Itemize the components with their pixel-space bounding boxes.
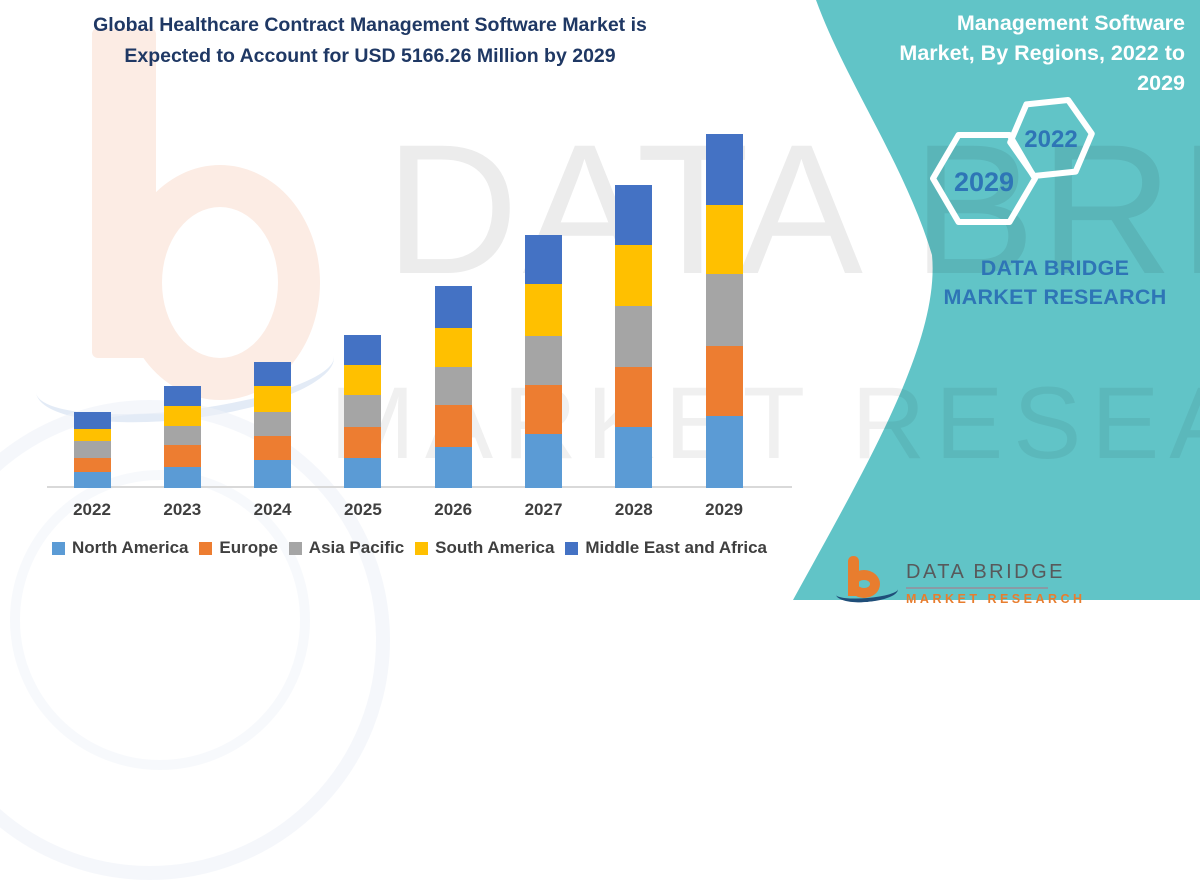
legend-swatch-south-america	[415, 541, 429, 555]
legend-label-south-america: South America	[435, 538, 555, 557]
hexagon-2022-icon	[1007, 97, 1095, 179]
bar-segment-asia-pacific	[344, 395, 382, 427]
bar-segment-middle-east-and-africa	[525, 235, 562, 285]
bar-segment-north-america	[434, 446, 472, 488]
bar-segment-middle-east-and-africa	[163, 385, 201, 407]
bar-segment-asia-pacific	[73, 441, 111, 458]
bar-segment-south-america	[344, 365, 382, 396]
x-axis-label-2028: 2028	[614, 500, 653, 519]
legend-swatch-north-america	[52, 541, 65, 555]
footer-brand-subtext: MARKET RESEARCH	[906, 592, 1086, 606]
bar-segment-north-america	[344, 458, 382, 488]
panel-brand-caption: DATA BRIDGE MARKET RESEARCH	[943, 256, 1167, 309]
bar-segment-middle-east-and-africa	[615, 185, 653, 246]
bar-segment-south-america	[525, 284, 562, 337]
legend-swatch-middle-east-and-africa	[565, 541, 579, 555]
bar-segment-south-america	[615, 245, 653, 307]
bar-segment-north-america	[254, 459, 292, 488]
legend-label-europe: Europe	[219, 538, 278, 557]
legend-item-north-america: North America	[52, 538, 189, 558]
bar-segment-north-america	[615, 427, 653, 488]
footer-brand-underline	[906, 587, 1048, 589]
footer-logo: DATA BRIDGE MARKET RESEARCH	[835, 552, 1096, 612]
legend-label-middle-east-and-africa: Middle East and Africa	[585, 538, 767, 557]
legend-swatch-europe	[199, 541, 213, 555]
bar-2025	[344, 334, 382, 488]
bar-segment-south-america	[163, 406, 201, 426]
bar-segment-europe	[73, 457, 111, 473]
bar-segment-europe	[344, 426, 382, 459]
bar-segment-middle-east-and-africa	[344, 334, 382, 366]
bar-segment-europe	[163, 445, 201, 468]
x-axis-label-2024: 2024	[253, 500, 292, 519]
bar-segment-south-america	[254, 385, 292, 413]
bar-segment-asia-pacific	[705, 274, 743, 347]
teal-side-panel	[793, 0, 1200, 600]
x-axis-label-2023: 2023	[163, 500, 202, 519]
bar-segment-europe	[254, 435, 292, 460]
bar-2022	[73, 411, 111, 488]
bar-segment-europe	[525, 385, 562, 434]
chart-legend: North America Europe Asia Pacific South Ame…	[52, 538, 767, 558]
panel-heading: Management Software Market, By Regions, …	[899, 11, 1185, 95]
legend-label-asia-pacific: Asia Pacific	[308, 538, 405, 557]
bar-segment-europe	[705, 346, 743, 417]
legend-label-north-america: North America	[72, 538, 189, 557]
legend-item-europe: Europe	[199, 538, 278, 558]
bar-2027	[525, 235, 562, 488]
bar-segment-middle-east-and-africa	[705, 134, 743, 205]
hexagon-year-2022: 2022	[1024, 126, 1078, 153]
x-axis-label-2027: 2027	[524, 500, 563, 519]
bar-2029	[705, 134, 743, 488]
bar-segment-middle-east-and-africa	[434, 285, 472, 328]
bar-segment-middle-east-and-africa	[73, 411, 111, 429]
bar-segment-south-america	[705, 204, 743, 275]
footer-brand-text: DATA BRIDGE	[906, 561, 1066, 583]
bar-segment-europe	[615, 367, 653, 427]
bar-segment-europe	[434, 405, 472, 447]
bar-2026	[434, 285, 472, 488]
bar-segment-north-america	[73, 472, 111, 488]
bar-2028	[615, 185, 653, 488]
bar-segment-asia-pacific	[163, 425, 201, 446]
bar-segment-north-america	[705, 416, 743, 488]
bar-segment-south-america	[73, 428, 111, 442]
bar-2023	[163, 385, 201, 488]
bar-segment-asia-pacific	[254, 412, 292, 436]
legend-item-south-america: South America	[415, 538, 554, 558]
x-axis-label-2029: 2029	[705, 500, 743, 519]
legend-swatch-asia-pacific	[288, 541, 302, 555]
bar-segment-south-america	[434, 327, 472, 367]
x-axis-label-2026: 2026	[434, 500, 473, 519]
bar-segment-asia-pacific	[525, 336, 562, 386]
legend-item-asia-pacific: Asia Pacific	[288, 538, 405, 558]
x-axis-label-2022: 2022	[73, 500, 111, 519]
hexagons-graphic	[930, 97, 1095, 225]
logo-b-bowl-icon	[848, 570, 880, 598]
bar-segment-north-america	[163, 467, 201, 488]
x-axis-line	[47, 486, 792, 488]
bar-segment-north-america	[525, 433, 562, 488]
bar-segment-asia-pacific	[434, 366, 472, 406]
hexagon-year-2029: 2029	[953, 167, 1015, 197]
bar-segment-asia-pacific	[615, 306, 653, 367]
bar-segment-middle-east-and-africa	[254, 361, 292, 386]
legend-item-middle-east-and-africa: Middle East and Africa	[565, 538, 767, 558]
bar-2024	[254, 361, 292, 488]
x-axis-label-2025: 2025	[343, 500, 382, 519]
page-title: Global Healthcare Contract Management So…	[93, 14, 647, 67]
